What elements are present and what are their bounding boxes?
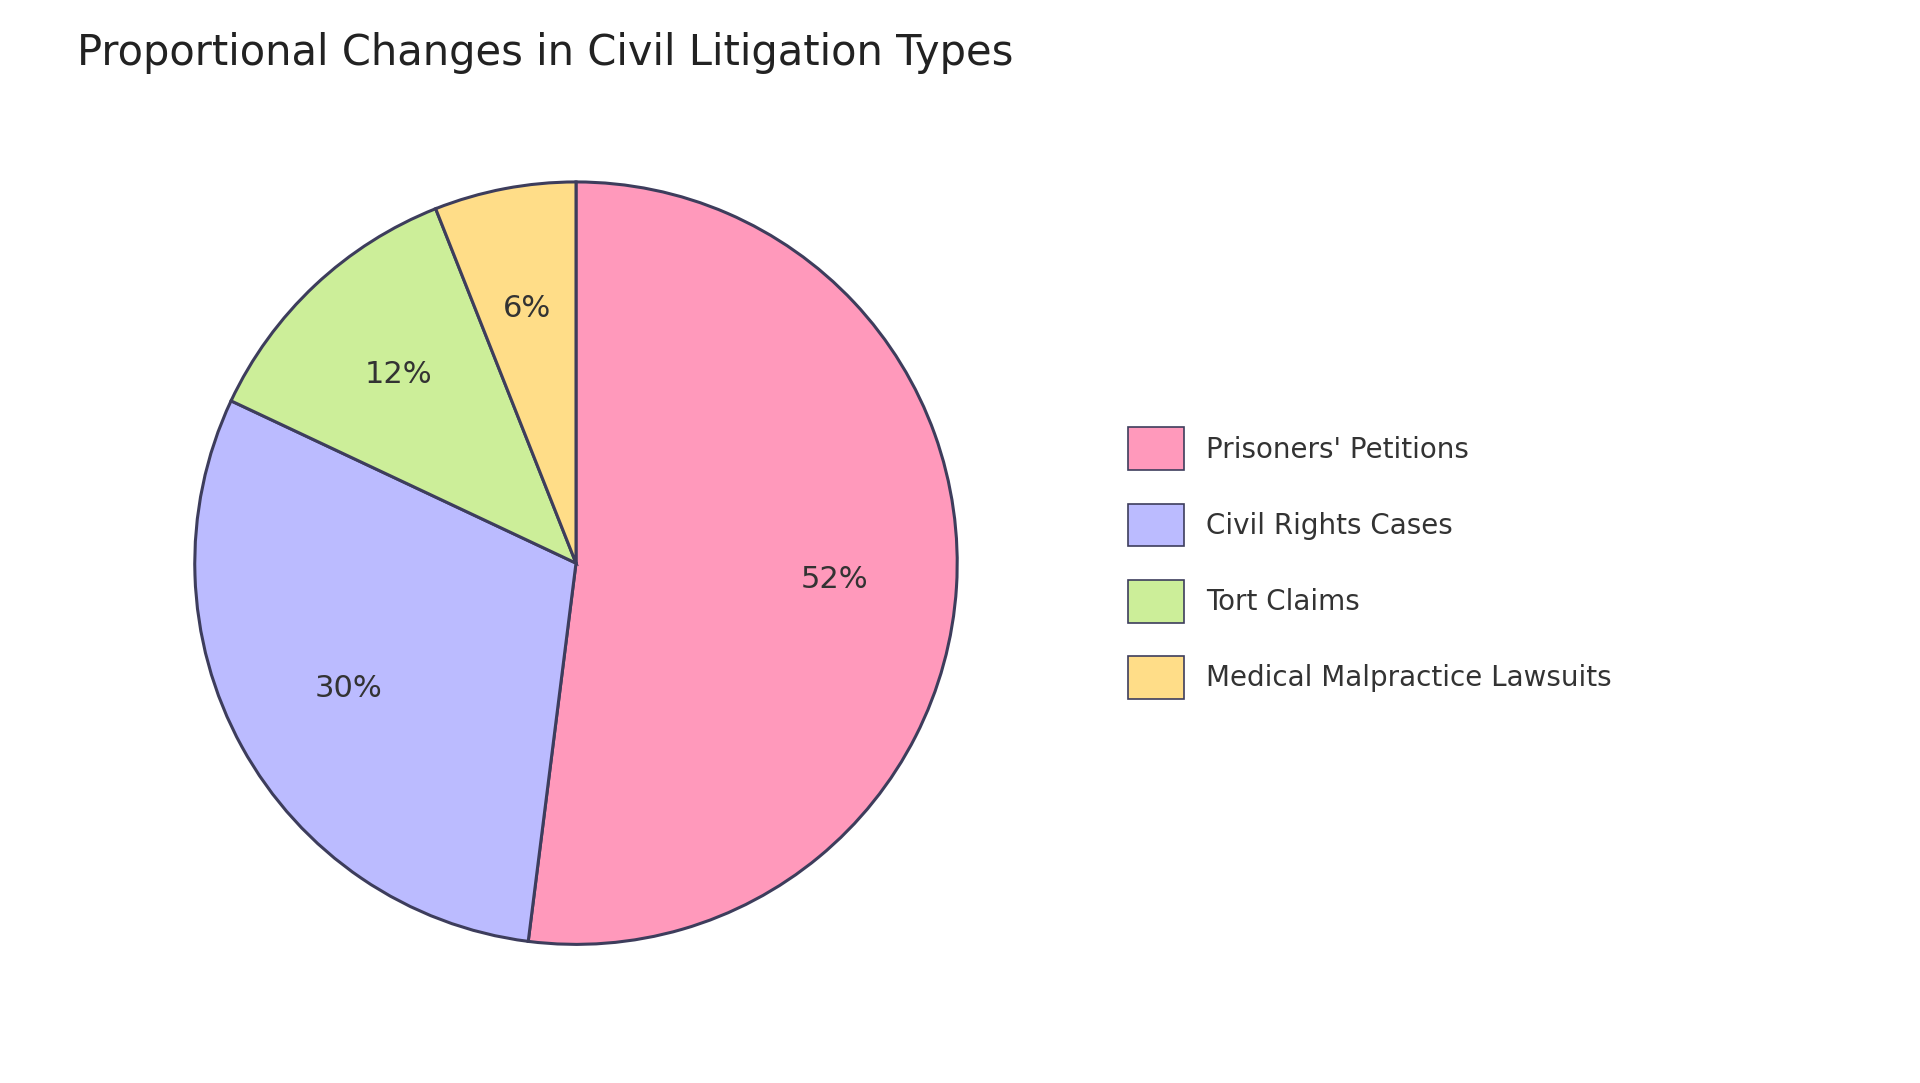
Wedge shape — [528, 182, 958, 944]
Text: 52%: 52% — [801, 565, 868, 593]
Legend: Prisoners' Petitions, Civil Rights Cases, Tort Claims, Medical Malpractice Lawsu: Prisoners' Petitions, Civil Rights Cases… — [1114, 414, 1624, 713]
Wedge shape — [230, 209, 576, 563]
Text: Proportional Changes in Civil Litigation Types: Proportional Changes in Civil Litigation… — [77, 32, 1014, 75]
Wedge shape — [194, 401, 576, 941]
Wedge shape — [436, 182, 576, 563]
Text: 6%: 6% — [503, 293, 551, 323]
Text: 12%: 12% — [365, 360, 432, 389]
Text: 30%: 30% — [315, 674, 382, 703]
